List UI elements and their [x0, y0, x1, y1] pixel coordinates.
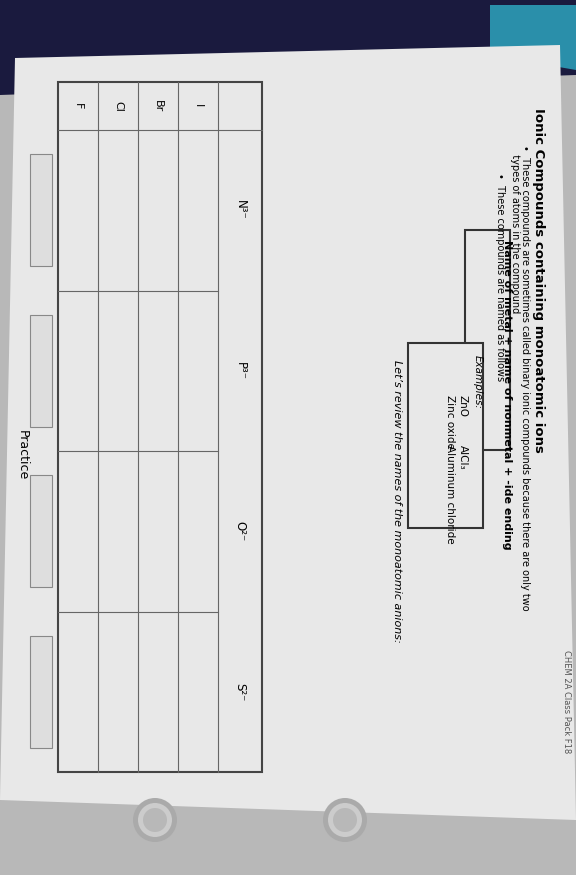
Text: AlCl₃: AlCl₃	[458, 445, 468, 470]
Text: Examples:: Examples:	[473, 355, 483, 409]
Circle shape	[328, 803, 362, 837]
Polygon shape	[0, 45, 576, 820]
Text: F: F	[73, 103, 83, 109]
Circle shape	[323, 798, 367, 842]
Text: Zinc oxide: Zinc oxide	[445, 395, 455, 449]
Polygon shape	[490, 5, 576, 70]
Text: Ionic Compounds containing monoatomic ions: Ionic Compounds containing monoatomic io…	[532, 108, 545, 453]
Text: S²⁻: S²⁻	[233, 682, 247, 701]
Bar	[30, 475, 52, 587]
Circle shape	[133, 798, 177, 842]
Polygon shape	[0, 0, 576, 95]
Text: CHEM 2A Class Pack F18: CHEM 2A Class Pack F18	[563, 650, 571, 753]
Text: N³⁻: N³⁻	[233, 200, 247, 220]
Circle shape	[138, 803, 172, 837]
Bar	[30, 315, 52, 427]
Polygon shape	[407, 342, 483, 528]
Text: •  These compounds are named as follows: • These compounds are named as follows	[495, 173, 505, 382]
Bar	[30, 154, 52, 266]
Text: Cl: Cl	[113, 101, 123, 111]
Bar	[58, 82, 262, 772]
Text: Aluminum chloride: Aluminum chloride	[445, 445, 455, 543]
Text: P³⁻: P³⁻	[233, 361, 247, 380]
Text: I: I	[193, 104, 203, 108]
Bar	[30, 635, 52, 748]
Text: Br: Br	[153, 100, 163, 112]
Circle shape	[143, 808, 167, 832]
Polygon shape	[464, 230, 510, 450]
Text: •  These compounds are sometimes called binary ionic compounds because there are: • These compounds are sometimes called b…	[520, 145, 530, 611]
Text: Let’s review the names of the monoatomic anions:: Let’s review the names of the monoatomic…	[392, 360, 402, 643]
Text: types of atoms in the compound: types of atoms in the compound	[510, 145, 520, 313]
Text: O²⁻: O²⁻	[233, 522, 247, 542]
Text: ZnO: ZnO	[458, 395, 468, 417]
Circle shape	[333, 808, 357, 832]
Text: Name of metal + name of nonmetal + -ide ending: Name of metal + name of nonmetal + -ide …	[502, 240, 512, 550]
Text: Practice: Practice	[16, 430, 28, 480]
